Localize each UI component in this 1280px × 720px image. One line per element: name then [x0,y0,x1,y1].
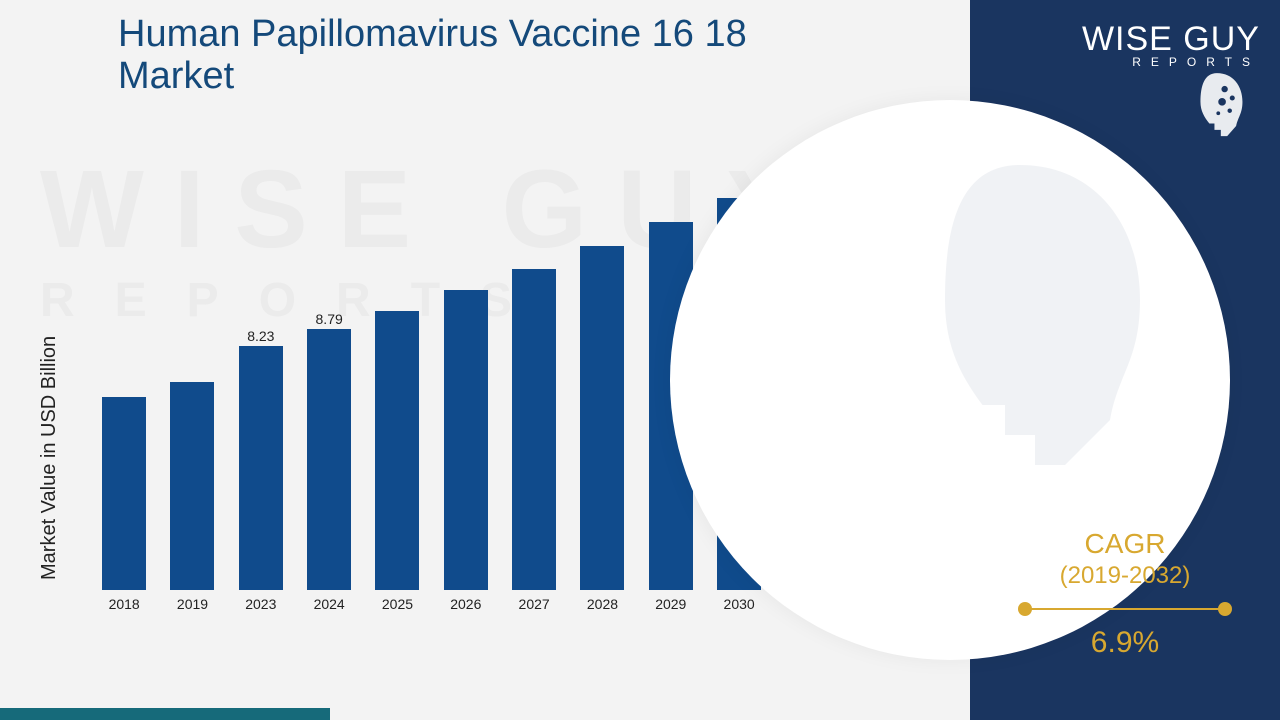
x-tick-label: 2023 [227,596,295,612]
bar-wrap [432,272,500,590]
x-tick-label: 2018 [90,596,158,612]
x-tick-label: 2028 [568,596,636,612]
bar [444,290,488,590]
cagr-block: CAGR (2019-2032) 6.9% [1000,528,1250,660]
bar-wrap [500,251,568,590]
bar-wrap: 8.23 [227,328,295,590]
cagr-divider-line [1025,608,1225,610]
bar-wrap [363,293,431,590]
bar-wrap: 8.79 [295,311,363,590]
bottom-accent-strip [0,708,330,720]
x-tick-label: 2027 [500,596,568,612]
x-tick-label: 2030 [705,596,773,612]
bar-wrap [158,364,226,590]
bar [307,329,351,590]
cagr-label: CAGR [1000,528,1250,560]
x-tick-label: 2019 [158,596,226,612]
bar-value-label: 8.79 [316,311,343,327]
bar [580,246,624,590]
bar [239,346,283,590]
x-tick-label: 2024 [295,596,363,612]
bar-wrap [568,228,636,590]
bar [375,311,419,590]
chart-title: Human Papillomavirus Vaccine 16 18 Marke… [118,14,858,98]
right-panel: WISE GUY REPORTS CAGR (2019-2032) 6.9% [970,0,1280,720]
bar [102,397,146,590]
cagr-dot-left [1018,602,1032,616]
logo-main-text: WISE GUY [1082,20,1260,59]
x-tick-label: 2029 [637,596,705,612]
y-axis-label: Market Value in USD Billion [38,336,61,580]
bar [512,269,556,590]
logo-head-icon [1182,70,1252,140]
bar [170,382,214,590]
bar-value-label: 8.23 [247,328,274,344]
cagr-value: 6.9% [1000,626,1250,660]
x-tick-label: 2026 [432,596,500,612]
cagr-years: (2019-2032) [1000,562,1250,590]
cagr-dot-right [1218,602,1232,616]
logo: WISE GUY REPORTS [1082,20,1260,69]
x-tick-label: 2025 [363,596,431,612]
bar-wrap [90,379,158,590]
canvas: WISE GUY REPORTS Human Papillomavirus Va… [0,0,1280,720]
